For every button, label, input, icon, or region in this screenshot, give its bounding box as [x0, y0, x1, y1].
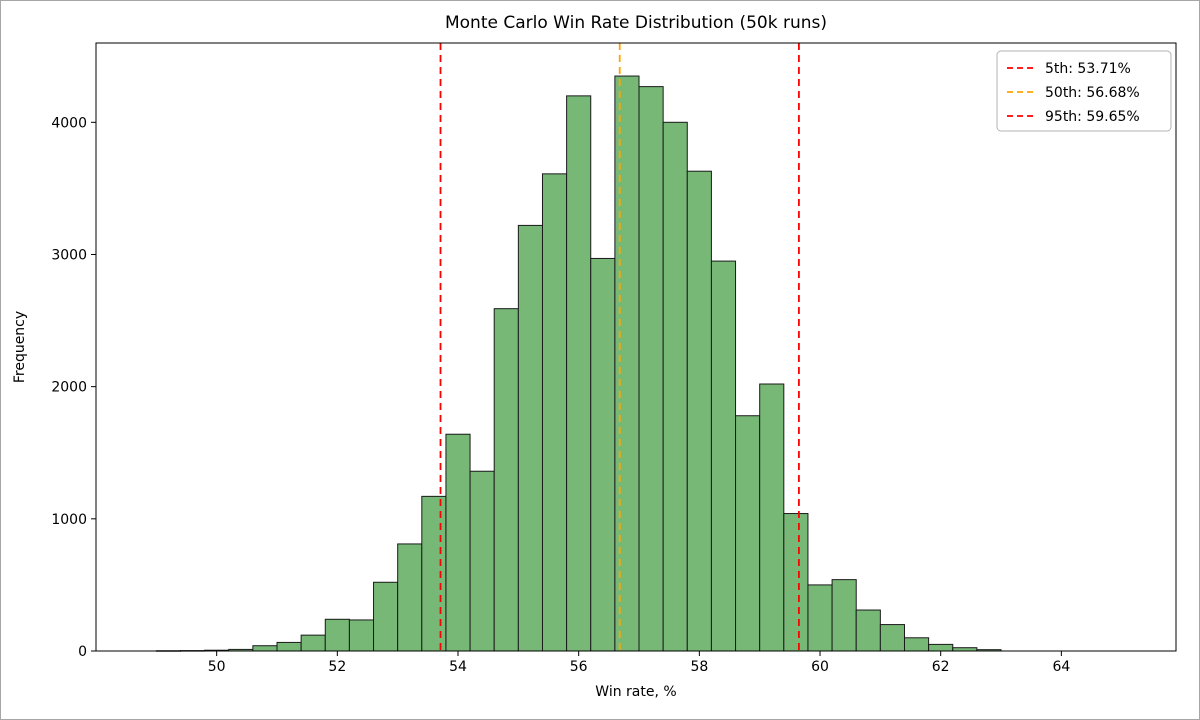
- histogram-bar: [903, 637, 930, 652]
- x-tick-label: 64: [1052, 659, 1070, 675]
- legend-box: [996, 50, 1172, 132]
- histogram-bar: [421, 495, 447, 652]
- x-tick-label: 56: [570, 659, 588, 675]
- histogram-bar: [879, 624, 905, 652]
- histogram-bar: [638, 86, 664, 652]
- histogram-bar: [759, 383, 785, 652]
- histogram-bar: [469, 470, 495, 652]
- y-tick-label: 3000: [51, 247, 87, 263]
- chart-title: Monte Carlo Win Rate Distribution (50k r…: [445, 13, 827, 33]
- histogram-bar: [928, 643, 954, 652]
- y-tick-label: 4000: [51, 115, 87, 131]
- x-tick-label: 62: [932, 659, 950, 675]
- histogram-bar: [710, 260, 737, 652]
- axes-box: [95, 42, 1177, 652]
- axes-layer: 50 52 54 56 58 60 62 64 0 1000 2000 3000 4000: [51, 42, 1177, 675]
- histogram-bar: [276, 641, 302, 652]
- histogram-bar: [373, 581, 399, 652]
- bars-layer: [155, 75, 1002, 652]
- histogram-bar: [300, 634, 326, 652]
- x-tick-label: 58: [690, 659, 708, 675]
- histogram-bar: [348, 619, 375, 652]
- histogram-bar: [445, 433, 471, 652]
- histogram-bar: [807, 584, 833, 652]
- legend-label-5th: 5th: 53.71%: [1045, 61, 1131, 77]
- histogram-bar: [566, 95, 592, 652]
- x-axis-label: Win rate, %: [595, 684, 676, 700]
- histogram-bar: [324, 618, 350, 652]
- x-tick-label: 50: [208, 659, 226, 675]
- histogram-bar: [662, 121, 688, 652]
- legend: 5th: 53.71% 50th: 56.68% 95th: 59.65%: [996, 50, 1172, 132]
- histogram-bar: [614, 75, 640, 652]
- histogram-bar: [590, 257, 616, 652]
- histogram-bar: [252, 645, 278, 652]
- y-tick-label: 2000: [51, 380, 87, 396]
- histogram-bar: [735, 415, 761, 652]
- histogram-bar: [517, 224, 543, 652]
- histogram-bar: [831, 579, 857, 652]
- percentile-lines-layer: [439, 43, 800, 651]
- histogram-bar: [493, 308, 519, 652]
- x-tick-label: 52: [328, 659, 346, 675]
- histogram-bar: [686, 170, 712, 652]
- histogram-bar: [783, 513, 809, 652]
- histogram-bar: [855, 609, 881, 652]
- y-tick-label: 1000: [51, 512, 87, 528]
- x-tick-label: 60: [811, 659, 829, 675]
- y-axis-label: Frequency: [12, 311, 28, 383]
- x-tick-label: 54: [449, 659, 467, 675]
- y-tick-label: 0: [78, 644, 87, 660]
- legend-label-95th: 95th: 59.65%: [1045, 109, 1140, 125]
- legend-label-50th: 50th: 56.68%: [1045, 85, 1140, 101]
- histogram-bar: [397, 543, 423, 652]
- histogram-bar: [541, 173, 568, 652]
